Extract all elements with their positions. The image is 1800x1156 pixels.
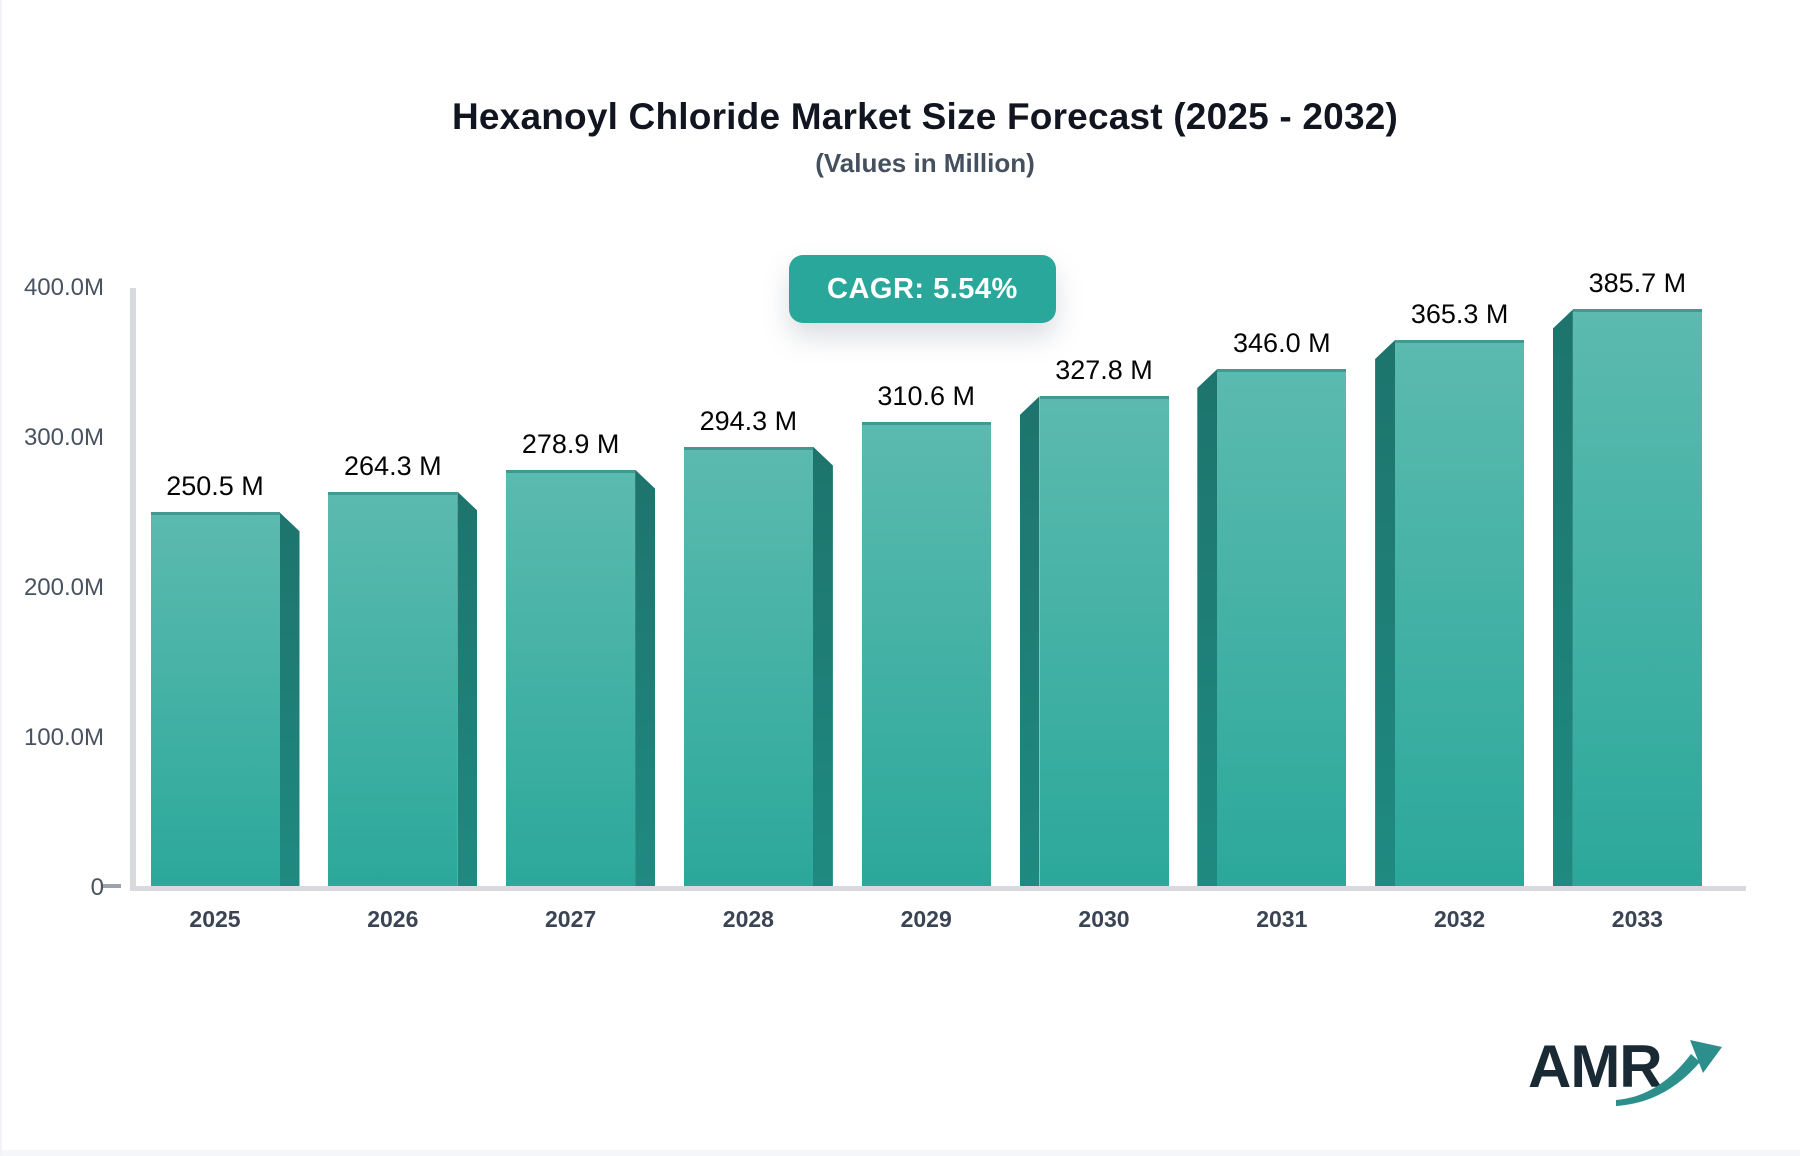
amr-logo-text: AMR	[1528, 1033, 1663, 1100]
bar-value-label: 346.0 M	[1233, 328, 1331, 358]
y-axis-tick-label: 200.0M	[23, 574, 104, 601]
x-axis-label-2026: 2026	[367, 906, 419, 932]
bar-3d-side	[279, 512, 300, 888]
bar-2025	[150, 512, 280, 888]
bar-value-label: 278.9 M	[521, 428, 620, 459]
page-edge	[0, 0, 2, 1156]
cagr-badge-label: CAGR: 5.54%	[827, 272, 1018, 305]
bar-3d-side	[1552, 309, 1573, 888]
bar-value-label: 310.6 M	[877, 381, 975, 412]
y-axis-line	[130, 288, 136, 891]
bar-2027	[506, 469, 636, 888]
bar-2033	[1572, 309, 1702, 888]
growth-arrow-icon	[1616, 1040, 1722, 1106]
bar-2031	[1217, 369, 1347, 888]
bar-2028	[683, 446, 813, 888]
bar-3d-side	[1375, 340, 1396, 888]
x-axis-label-2028: 2028	[722, 906, 774, 932]
amr-logo: AMR	[1528, 1032, 1738, 1122]
bar-3d-side	[812, 446, 833, 888]
y-axis-tick-label: 300.0M	[23, 424, 104, 451]
bar-3d-side	[1197, 369, 1218, 888]
page-edge	[0, 1150, 1800, 1156]
bar-2026	[328, 491, 458, 888]
x-axis-label-2030: 2030	[1078, 906, 1130, 932]
x-axis-label-2032: 2032	[1434, 906, 1486, 932]
bar-2030	[1039, 396, 1169, 888]
chart-subtitle: (Values in Million)	[815, 148, 1035, 178]
chart-title: Hexanoyl Chloride Market Size Forecast (…	[451, 96, 1399, 137]
x-axis-label-2033: 2033	[1611, 906, 1663, 932]
bar-3d-side	[635, 469, 656, 888]
x-axis-label-2031: 2031	[1256, 906, 1308, 932]
bar-value-label: 385.7 M	[1588, 268, 1687, 299]
zero-tick-mark	[102, 884, 121, 888]
bar-value-label: 264.3 M	[344, 450, 442, 481]
cagr-badge: CAGR: 5.54%	[789, 255, 1056, 323]
bar-value-label: 327.8 M	[1055, 355, 1153, 386]
bar-3d-side	[1019, 396, 1040, 888]
x-axis-label-2025: 2025	[189, 906, 241, 932]
bar-value-label: 250.5 M	[166, 471, 264, 502]
bar-3d-side	[457, 491, 478, 888]
y-axis-tick-label: 400.0M	[23, 274, 104, 301]
y-axis-tick-label: 100.0M	[23, 724, 104, 751]
x-axis-line	[130, 886, 1746, 891]
x-axis-label-2029: 2029	[900, 906, 952, 932]
y-axis-tick-label: 0	[90, 874, 104, 901]
x-axis-label-2027: 2027	[545, 906, 597, 932]
bar-value-label: 365.3 M	[1410, 299, 1509, 330]
bar-value-label: 294.3 M	[699, 405, 798, 436]
bar-2032	[1395, 340, 1525, 888]
bar-2029	[861, 422, 991, 888]
